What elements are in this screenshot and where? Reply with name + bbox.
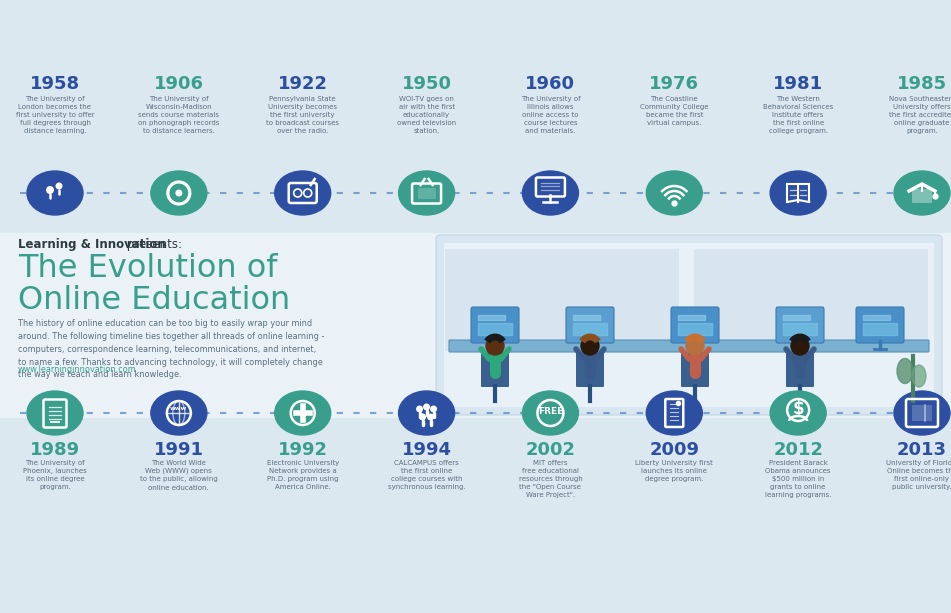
- Text: The Coastline
Community College
became the first
virtual campus.: The Coastline Community College became t…: [640, 96, 708, 126]
- FancyBboxPatch shape: [681, 351, 709, 385]
- Text: 1976: 1976: [650, 75, 699, 93]
- Circle shape: [791, 337, 809, 355]
- Ellipse shape: [894, 171, 950, 215]
- Ellipse shape: [770, 171, 826, 215]
- Ellipse shape: [522, 391, 578, 435]
- Text: The Evolution of: The Evolution of: [18, 253, 278, 284]
- Text: 2012: 2012: [773, 441, 824, 459]
- FancyBboxPatch shape: [0, 0, 951, 233]
- Ellipse shape: [151, 171, 207, 215]
- Text: President Barack
Obama announces
$500 million in
grants to online
learning progr: President Barack Obama announces $500 mi…: [765, 460, 831, 498]
- Text: 1989: 1989: [29, 441, 80, 459]
- FancyBboxPatch shape: [436, 235, 942, 415]
- Text: The University of
Phoenix, launches
its online degree
program.: The University of Phoenix, launches its …: [23, 460, 87, 490]
- Text: Nova Southeastern
University offers
the first accredited
online graduate
program: Nova Southeastern University offers the …: [888, 96, 951, 134]
- FancyBboxPatch shape: [856, 307, 904, 343]
- FancyBboxPatch shape: [671, 307, 719, 343]
- FancyBboxPatch shape: [694, 249, 928, 351]
- FancyBboxPatch shape: [481, 351, 509, 385]
- Text: 1992: 1992: [278, 441, 328, 459]
- FancyBboxPatch shape: [471, 307, 519, 343]
- FancyBboxPatch shape: [449, 340, 929, 352]
- Ellipse shape: [522, 171, 578, 215]
- Circle shape: [417, 406, 423, 413]
- Text: 1922: 1922: [278, 75, 328, 93]
- Text: Learning & Innovation: Learning & Innovation: [18, 238, 165, 251]
- Ellipse shape: [275, 171, 331, 215]
- Ellipse shape: [27, 171, 83, 215]
- Text: The World Wide
Web (WWW) opens
to the public, allowing
online education.: The World Wide Web (WWW) opens to the pu…: [140, 460, 218, 490]
- Text: 1906: 1906: [154, 75, 204, 93]
- Ellipse shape: [151, 391, 207, 435]
- FancyBboxPatch shape: [786, 351, 814, 385]
- FancyBboxPatch shape: [0, 418, 951, 613]
- Circle shape: [46, 186, 54, 194]
- Text: Pennsylvania State
University becomes
the first university
to broadcast courses
: Pennsylvania State University becomes th…: [266, 96, 340, 134]
- FancyBboxPatch shape: [786, 377, 814, 387]
- Text: CALCAMPUS offers
the first online
college courses with
synchronous learning.: CALCAMPUS offers the first online colleg…: [388, 460, 465, 490]
- Text: The University of
Illinois allows
online access to
course lectures
and materials: The University of Illinois allows online…: [520, 96, 580, 134]
- Text: 1994: 1994: [401, 441, 452, 459]
- Ellipse shape: [647, 171, 702, 215]
- Text: MIT offers
free educational
resources through
the "Open Course
Ware Project".: MIT offers free educational resources th…: [518, 460, 582, 498]
- Text: www: www: [170, 406, 187, 411]
- Text: 1991: 1991: [154, 441, 204, 459]
- FancyBboxPatch shape: [912, 405, 932, 421]
- Text: 1958: 1958: [29, 75, 80, 93]
- Text: 1950: 1950: [401, 75, 452, 93]
- Circle shape: [419, 414, 426, 421]
- Text: The University of
Wisconsin-Madison
sends course materials
on phonograph records: The University of Wisconsin-Madison send…: [138, 96, 220, 134]
- FancyBboxPatch shape: [776, 307, 824, 343]
- Circle shape: [175, 189, 183, 197]
- Ellipse shape: [398, 171, 455, 215]
- Circle shape: [581, 337, 599, 355]
- FancyBboxPatch shape: [417, 188, 436, 199]
- Text: 1985: 1985: [897, 75, 947, 93]
- Text: 2009: 2009: [650, 441, 699, 459]
- Text: www.learninginnovation.com: www.learninginnovation.com: [18, 365, 137, 374]
- Text: 1960: 1960: [526, 75, 575, 93]
- Text: FREE: FREE: [538, 408, 563, 416]
- FancyBboxPatch shape: [681, 377, 709, 387]
- Ellipse shape: [770, 391, 826, 435]
- Ellipse shape: [27, 391, 83, 435]
- Text: The Western
Behavioral Sciences
Institute offers
the first online
college progra: The Western Behavioral Sciences Institut…: [763, 96, 833, 134]
- Ellipse shape: [647, 391, 702, 435]
- FancyBboxPatch shape: [445, 249, 679, 351]
- Ellipse shape: [912, 365, 926, 387]
- Text: Online Education: Online Education: [18, 285, 290, 316]
- Text: Electronic University
Network provides a
Ph.D. program using
America Online.: Electronic University Network provides a…: [266, 460, 339, 490]
- FancyBboxPatch shape: [481, 377, 509, 387]
- Ellipse shape: [398, 391, 455, 435]
- FancyBboxPatch shape: [576, 351, 604, 385]
- FancyBboxPatch shape: [0, 233, 951, 418]
- Text: 2002: 2002: [526, 441, 575, 459]
- Circle shape: [686, 337, 704, 355]
- FancyBboxPatch shape: [912, 189, 932, 203]
- FancyBboxPatch shape: [576, 377, 604, 387]
- Ellipse shape: [275, 391, 331, 435]
- Text: The University of
London becomes the
first university to offer
full degrees thro: The University of London becomes the fir…: [15, 96, 94, 134]
- Circle shape: [423, 403, 430, 411]
- Text: University of Florida-
Online becomes the
first online-only
public university.: University of Florida- Online becomes th…: [885, 460, 951, 490]
- Circle shape: [486, 337, 504, 355]
- Text: Liberty University first
launches its online
degree program.: Liberty University first launches its on…: [635, 460, 713, 482]
- FancyBboxPatch shape: [444, 243, 934, 407]
- Circle shape: [55, 183, 63, 189]
- Text: 1981: 1981: [773, 75, 824, 93]
- Text: presents:: presents:: [123, 238, 182, 251]
- Circle shape: [427, 414, 434, 421]
- Text: WOI-TV goes on
air with the first
educationally
owned television
station.: WOI-TV goes on air with the first educat…: [397, 96, 456, 134]
- FancyBboxPatch shape: [566, 307, 614, 343]
- Ellipse shape: [894, 391, 950, 435]
- Circle shape: [430, 406, 437, 413]
- Text: The history of online education can be too big to easily wrap your mind
around. : The history of online education can be t…: [18, 319, 324, 379]
- Ellipse shape: [897, 359, 913, 384]
- Text: $: $: [792, 400, 804, 418]
- Text: 2013: 2013: [897, 441, 947, 459]
